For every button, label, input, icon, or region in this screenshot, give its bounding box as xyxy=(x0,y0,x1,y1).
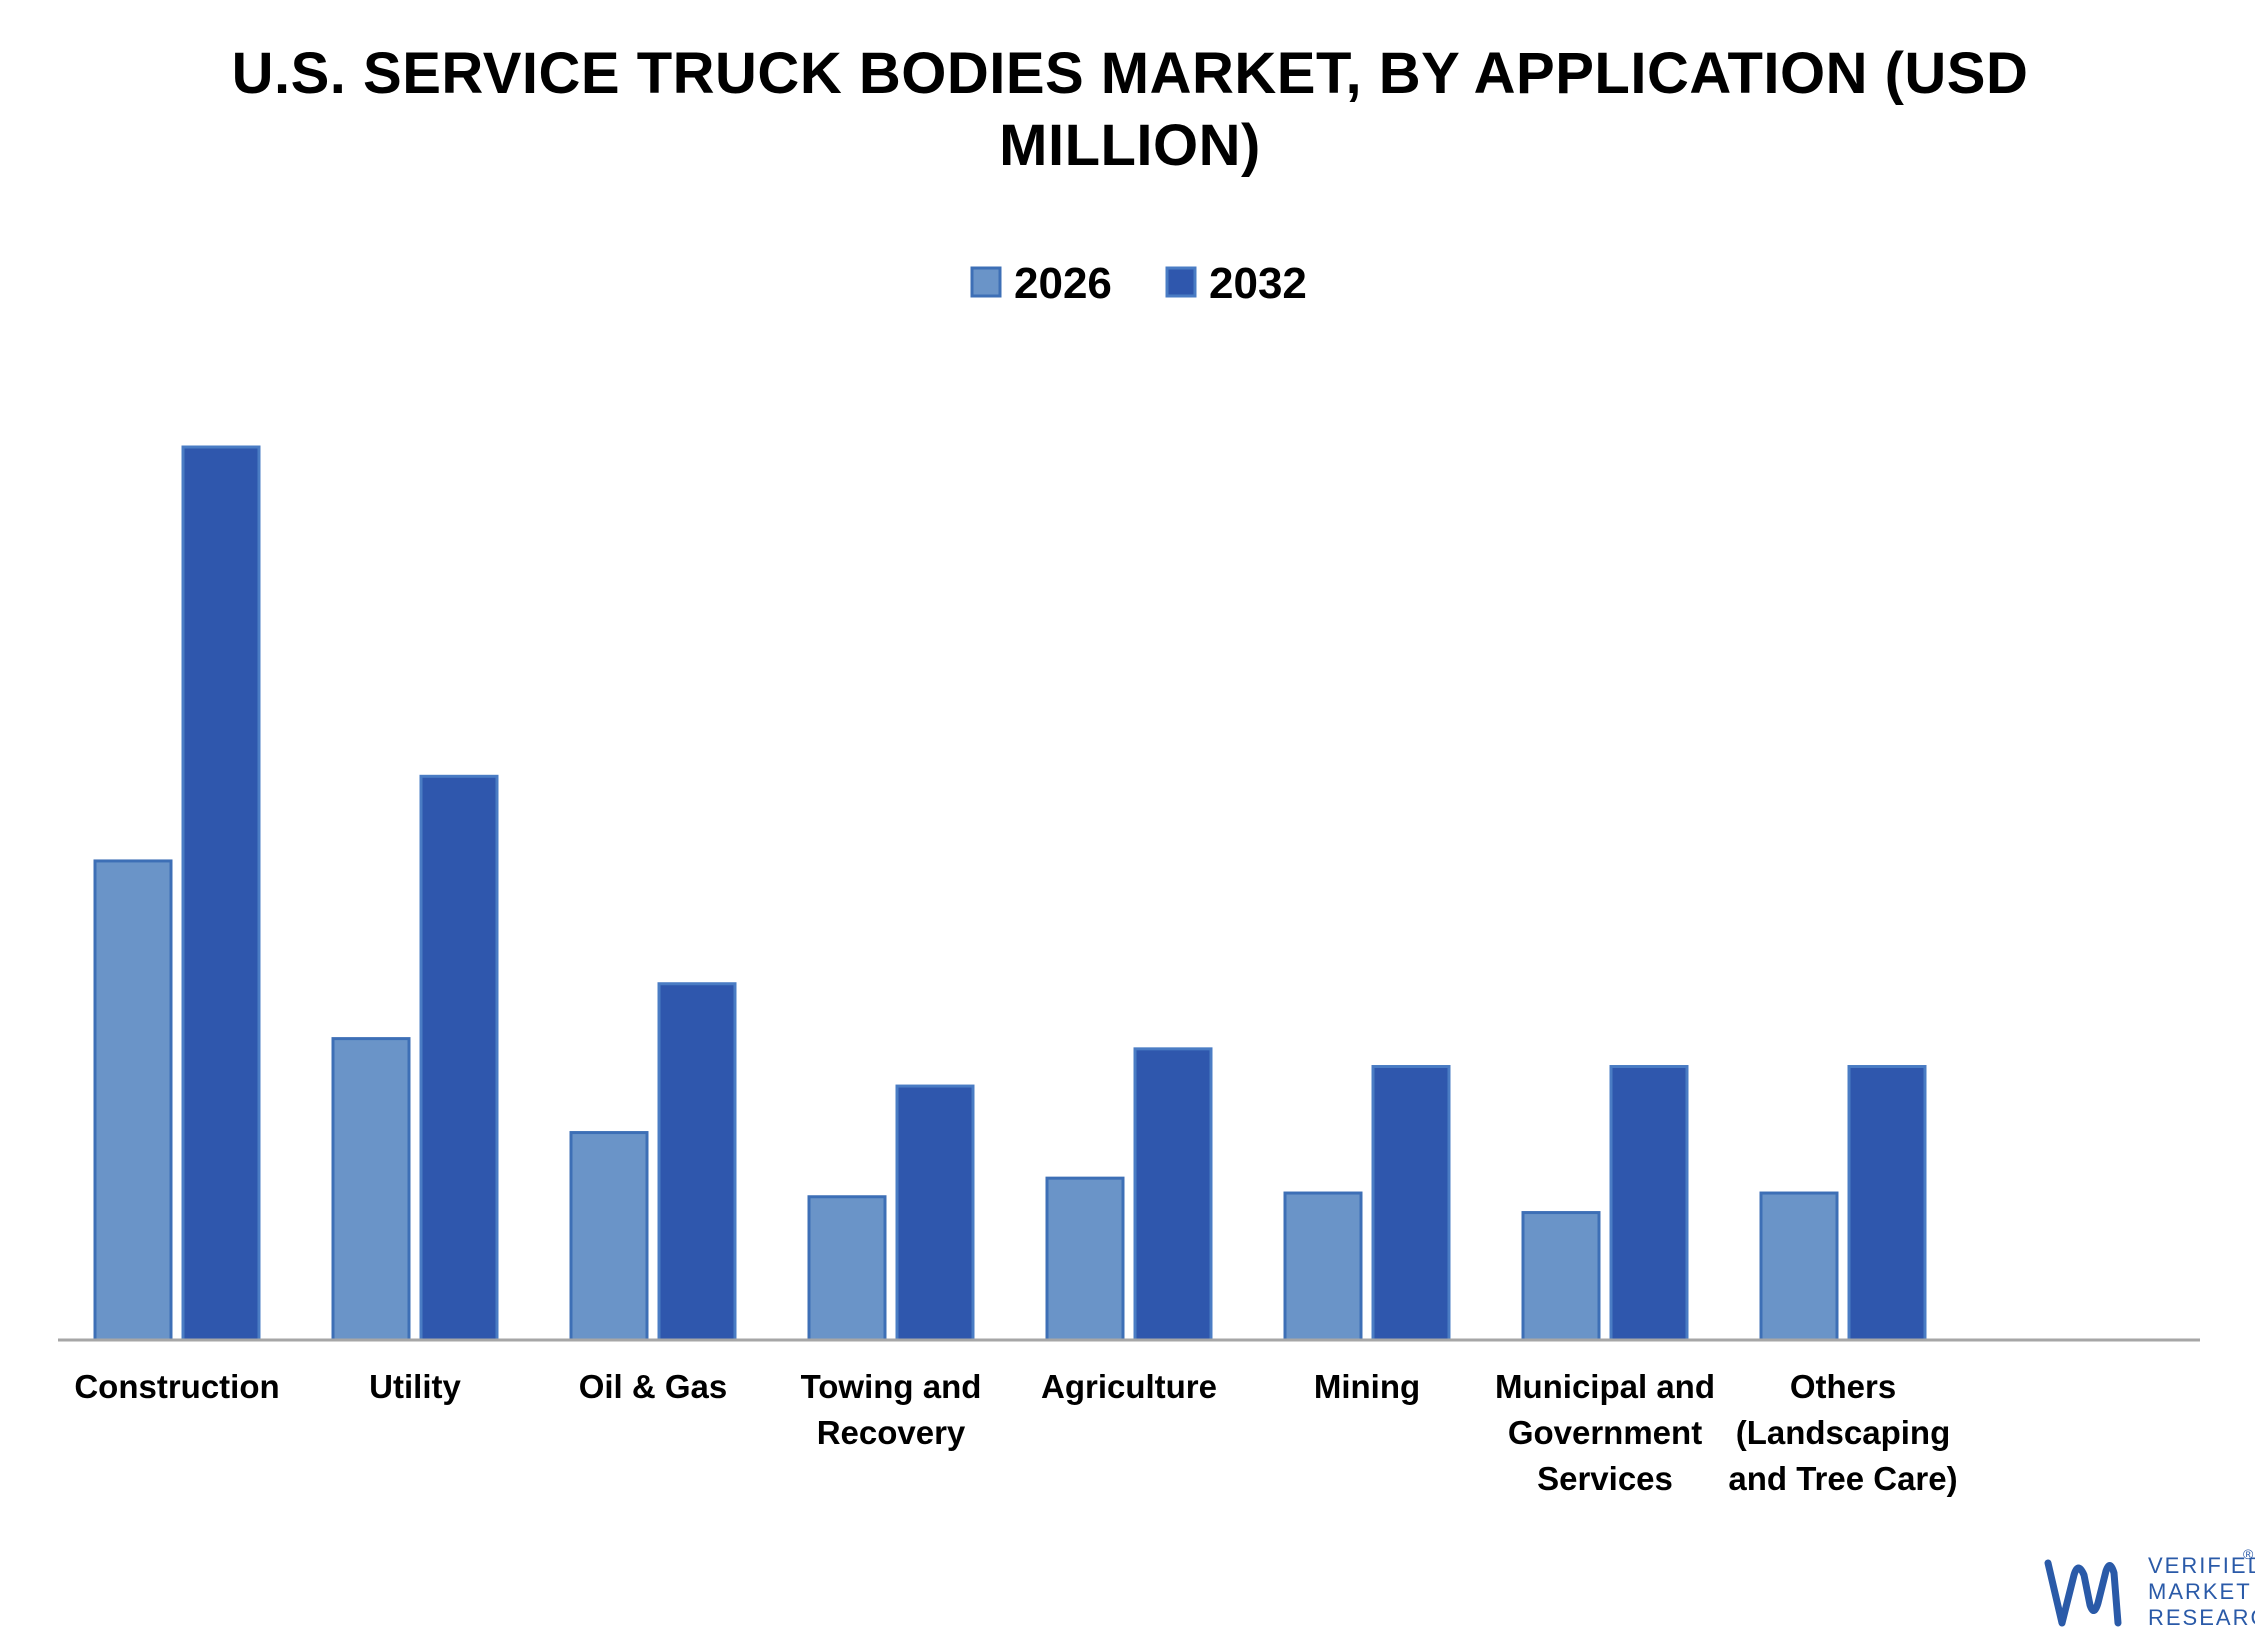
category-label-1: Utility xyxy=(369,1368,461,1405)
vmr-logo-icon xyxy=(2044,1559,2122,1627)
bar-2026-2 xyxy=(569,1131,649,1342)
logo-line-1: VERIFIED xyxy=(2148,1553,2255,1578)
bar-2026-7 xyxy=(1759,1191,1839,1342)
category-label-0: Construction xyxy=(74,1368,279,1405)
vmr-logo-text: VERIFIED MARKET RESEARCH xyxy=(2148,1553,2255,1630)
bar-2026-5 xyxy=(1283,1191,1363,1342)
legend: 2026 2032 xyxy=(970,259,1307,308)
category-label-line: Construction xyxy=(74,1368,279,1405)
category-label-line: Others xyxy=(1790,1368,1896,1405)
legend-label-2026: 2026 xyxy=(1014,259,1112,308)
bar-2032-2 xyxy=(657,982,737,1342)
category-label-2: Oil & Gas xyxy=(579,1368,728,1405)
bars-group xyxy=(93,445,1927,1342)
legend-swatch-2032 xyxy=(1165,266,1197,298)
category-label-7: Others (Landscaping and Tree Care) xyxy=(1728,1368,1957,1497)
chart-title-line-2: MILLION) xyxy=(999,113,1261,178)
bar-2032-1 xyxy=(419,774,499,1342)
logo-line-3: RESEARCH xyxy=(2148,1605,2255,1630)
category-label-line: and Tree Care) xyxy=(1728,1460,1957,1497)
bar-2026-6 xyxy=(1521,1211,1601,1342)
category-label-line: Services xyxy=(1537,1460,1673,1497)
chart-title: U.S. SERVICE TRUCK BODIES MARKET, BY APP… xyxy=(230,38,2030,182)
category-label-3: Towing and Recovery xyxy=(801,1368,982,1451)
category-label-4: Agriculture xyxy=(1041,1368,1217,1405)
bar-2032-5 xyxy=(1371,1065,1451,1342)
category-label-5: Mining xyxy=(1314,1368,1420,1405)
category-label-line: Oil & Gas xyxy=(579,1368,728,1405)
category-labels: Construction Utility Oil & Gas Towing and Re… xyxy=(74,1368,1957,1497)
bar-2032-0 xyxy=(181,445,261,1342)
category-label-6: Municipal and Government Services xyxy=(1495,1368,1715,1497)
category-label-line: Government xyxy=(1508,1414,1702,1451)
bar-2032-7 xyxy=(1847,1065,1927,1342)
bar-2026-1 xyxy=(331,1037,411,1342)
category-label-line: Agriculture xyxy=(1041,1368,1217,1405)
category-label-line: (Landscaping xyxy=(1736,1414,1951,1451)
category-label-line: Towing and xyxy=(801,1368,982,1405)
category-label-line: Municipal and xyxy=(1495,1368,1715,1405)
vmr-logo: VERIFIED MARKET RESEARCH ® xyxy=(2044,1546,2255,1630)
bar-2032-3 xyxy=(895,1084,975,1342)
bar-2026-0 xyxy=(93,859,173,1342)
bar-2032-6 xyxy=(1609,1065,1689,1342)
chart-title-line-1: U.S. SERVICE TRUCK BODIES MARKET, BY APP… xyxy=(231,41,2029,106)
category-label-line: Mining xyxy=(1314,1368,1420,1405)
logo-line-2: MARKET xyxy=(2148,1579,2251,1604)
legend-label-2032: 2032 xyxy=(1209,259,1307,308)
legend-swatch-2026 xyxy=(970,266,1002,298)
category-label-line: Recovery xyxy=(817,1414,966,1451)
bar-2026-3 xyxy=(807,1195,887,1342)
bar-2032-4 xyxy=(1133,1047,1213,1342)
bar-2026-4 xyxy=(1045,1176,1125,1342)
category-label-line: Utility xyxy=(369,1368,461,1405)
registered-mark: ® xyxy=(2243,1546,2254,1562)
